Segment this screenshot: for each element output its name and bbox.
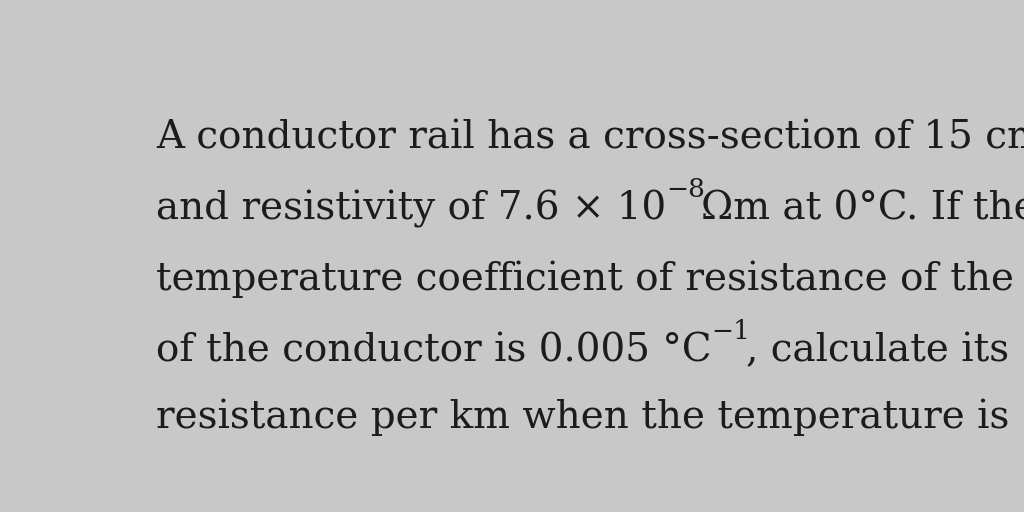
Text: Ωm at 0°C. If the: Ωm at 0°C. If the bbox=[701, 190, 1024, 227]
Text: resistance per km when the temperature is 50°C.: resistance per km when the temperature i… bbox=[156, 398, 1024, 436]
Text: A conductor rail has a cross-section of 15 cm: A conductor rail has a cross-section of … bbox=[156, 119, 1024, 156]
Text: , calculate its: , calculate its bbox=[746, 332, 1010, 369]
Text: −8: −8 bbox=[666, 178, 705, 202]
Text: of the conductor is 0.005 °C: of the conductor is 0.005 °C bbox=[156, 332, 712, 369]
Text: temperature coefficient of resistance of the material: temperature coefficient of resistance of… bbox=[156, 261, 1024, 298]
Text: −1: −1 bbox=[712, 319, 751, 345]
Text: and resistivity of 7.6 × 10: and resistivity of 7.6 × 10 bbox=[156, 189, 666, 228]
